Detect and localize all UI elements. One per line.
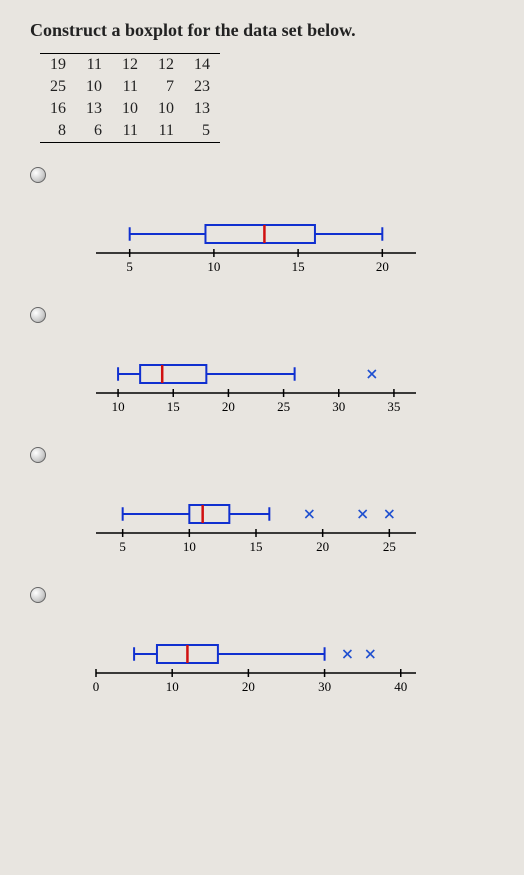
radio-button[interactable] (30, 447, 46, 463)
data-cell: 23 (184, 76, 220, 98)
tick-label: 5 (119, 539, 126, 554)
boxplot-container: 5 10 15 20 (76, 203, 494, 293)
tick-label: 10 (207, 259, 220, 274)
tick-label: 10 (166, 679, 179, 694)
data-cell: 16 (40, 98, 76, 120)
boxplot-svg: 10 15 20 25 30 35 (76, 343, 436, 433)
tick-label: 35 (387, 399, 400, 414)
answer-option[interactable]: 10 15 20 25 30 35 (30, 303, 494, 433)
data-cell: 25 (40, 76, 76, 98)
tick-label: 10 (183, 539, 196, 554)
boxplot-svg: 5 10 15 20 (76, 203, 436, 293)
data-cell: 14 (184, 54, 220, 77)
tick-label: 15 (167, 399, 180, 414)
radio-button[interactable] (30, 587, 46, 603)
radio-button[interactable] (30, 167, 46, 183)
tick-label: 0 (93, 679, 100, 694)
tick-label: 25 (277, 399, 290, 414)
boxplot-container: 0 10 20 30 40 (76, 623, 494, 713)
tick-label: 15 (250, 539, 263, 554)
data-cell: 11 (148, 120, 184, 143)
question-text: Construct a boxplot for the data set bel… (30, 20, 494, 41)
tick-label: 30 (318, 679, 331, 694)
data-cell: 10 (112, 98, 148, 120)
data-cell: 6 (76, 120, 112, 143)
tick-label: 5 (126, 259, 132, 274)
answer-option[interactable]: 0 10 20 30 40 (30, 583, 494, 713)
data-cell: 10 (148, 98, 184, 120)
tick-label: 20 (376, 259, 389, 274)
data-cell: 11 (112, 76, 148, 98)
data-cell: 13 (184, 98, 220, 120)
tick-label: 20 (222, 399, 235, 414)
radio-button[interactable] (30, 307, 46, 323)
data-cell: 11 (76, 54, 112, 77)
boxplot-container: 10 15 20 25 30 35 (76, 343, 494, 433)
data-cell: 8 (40, 120, 76, 143)
data-table: 191112121425101172316131010138611115 (40, 53, 220, 143)
data-cell: 19 (40, 54, 76, 77)
answer-option[interactable]: 5 10 15 20 25 (30, 443, 494, 573)
tick-label: 40 (394, 679, 407, 694)
tick-label: 20 (316, 539, 329, 554)
boxplot-svg: 0 10 20 30 40 (76, 623, 436, 713)
data-cell: 12 (148, 54, 184, 77)
data-cell: 5 (184, 120, 220, 143)
answer-options: 5 10 15 20 10 15 20 25 30 35 5 10 15 20 25 0 10 20 30 40 (30, 163, 494, 713)
tick-label: 15 (292, 259, 305, 274)
boxplot-svg: 5 10 15 20 25 (76, 483, 436, 573)
data-cell: 7 (148, 76, 184, 98)
data-cell: 12 (112, 54, 148, 77)
data-cell: 13 (76, 98, 112, 120)
tick-label: 10 (112, 399, 125, 414)
boxplot-container: 5 10 15 20 25 (76, 483, 494, 573)
data-cell: 11 (112, 120, 148, 143)
tick-label: 30 (332, 399, 345, 414)
tick-label: 20 (242, 679, 255, 694)
tick-label: 25 (383, 539, 396, 554)
data-cell: 10 (76, 76, 112, 98)
answer-option[interactable]: 5 10 15 20 (30, 163, 494, 293)
